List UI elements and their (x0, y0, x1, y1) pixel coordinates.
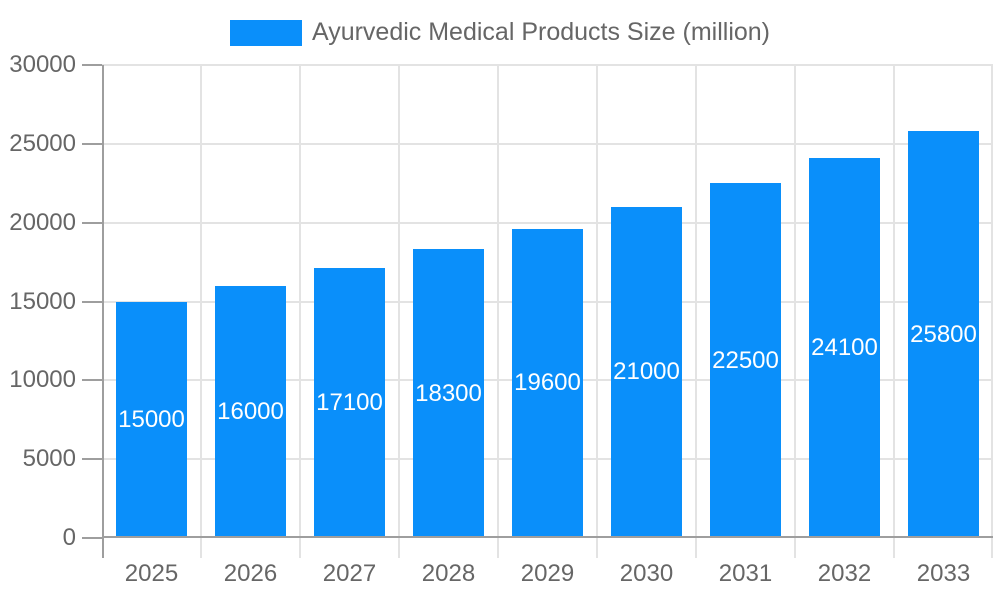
bar[interactable]: 18300 (413, 249, 484, 538)
x-axis-label: 2028 (421, 560, 476, 587)
y-axis-label: 20000 (9, 208, 76, 236)
x-axis-label: 2032 (817, 560, 872, 587)
x-axis-label: 2031 (718, 560, 773, 587)
x-tick-mark (596, 538, 598, 558)
v-gridline (893, 65, 895, 538)
v-gridline (200, 65, 202, 538)
y-tick-mark (82, 64, 102, 66)
y-tick-mark (82, 458, 102, 461)
bar-value-label: 22500 (712, 346, 779, 374)
bar[interactable]: 21000 (611, 206, 682, 538)
x-axis-label: 2033 (916, 560, 971, 587)
x-axis-label: 2027 (322, 560, 377, 587)
v-gridline (299, 65, 301, 538)
y-tick-mark (82, 221, 102, 224)
bar-value-label: 24100 (811, 334, 878, 361)
y-axis-label: 10000 (9, 366, 76, 394)
y-axis-label: 0 (62, 524, 76, 551)
x-tick-mark (893, 538, 895, 558)
x-tick-mark (794, 538, 796, 558)
v-gridline (596, 65, 598, 538)
x-axis-line (102, 536, 993, 538)
bar[interactable]: 15000 (116, 301, 187, 538)
v-gridline (695, 65, 697, 538)
plot-area: 0 5000 10000 15000 20000 25000 30000 2025 15000 2… (9, 52, 993, 587)
x-axis-label: 2025 (124, 560, 179, 587)
bar[interactable]: 22500 (710, 183, 781, 538)
h-gridline (102, 221, 993, 224)
bar-value-label: 15000 (118, 405, 185, 433)
chart-legend: Ayurvedic Medical Products Size (million… (0, 18, 1000, 47)
y-axis-label: 5000 (22, 445, 76, 473)
bar[interactable]: 17100 (314, 268, 385, 538)
bar-value-label: 17100 (316, 389, 383, 417)
bar-value-label: 25800 (910, 320, 977, 348)
v-gridline (497, 65, 499, 538)
y-axis-label: 25000 (9, 129, 76, 157)
y-axis-line (102, 65, 104, 558)
bar[interactable]: 16000 (215, 285, 286, 538)
bar-value-label: 18300 (415, 379, 482, 407)
bar[interactable]: 24100 (809, 158, 880, 538)
legend-series-label[interactable]: Ayurvedic Medical Products Size (million… (311, 18, 771, 46)
v-gridline (794, 65, 796, 538)
y-tick-mark (82, 537, 102, 539)
y-axis-label: 30000 (9, 51, 76, 78)
legend-swatch[interactable] (229, 19, 302, 46)
y-tick-mark (82, 300, 102, 303)
bar[interactable]: 25800 (908, 131, 979, 538)
v-gridline (991, 65, 993, 538)
x-tick-mark (398, 538, 400, 558)
x-tick-mark (695, 538, 697, 558)
y-tick-mark (82, 142, 102, 145)
bar-value-label: 19600 (514, 369, 581, 397)
x-tick-mark (991, 538, 993, 558)
bar-value-label: 16000 (217, 397, 284, 425)
x-axis-label: 2030 (619, 560, 674, 587)
bar-value-label: 21000 (613, 358, 680, 386)
bar[interactable]: 19600 (512, 228, 583, 538)
x-tick-mark (497, 538, 499, 558)
y-axis-label: 15000 (9, 287, 76, 315)
v-gridline (398, 65, 400, 538)
x-axis-label: 2026 (223, 560, 278, 587)
h-gridline (102, 142, 993, 145)
y-tick-mark (82, 379, 102, 382)
x-tick-mark (200, 538, 202, 558)
h-gridline (102, 64, 993, 66)
x-axis-label: 2029 (520, 560, 575, 587)
x-tick-mark (299, 538, 301, 558)
